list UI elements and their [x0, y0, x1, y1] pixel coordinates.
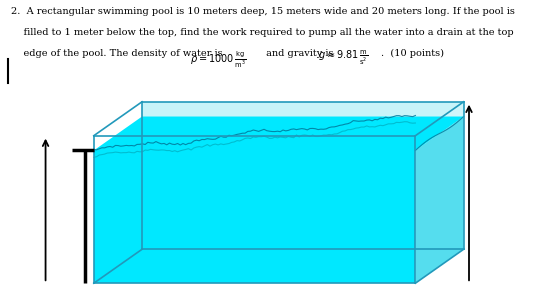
Text: $g \approx 9.81\,\frac{\mathrm{m}}{\mathrm{s}^2}$: $g \approx 9.81\,\frac{\mathrm{m}}{\math… — [318, 49, 368, 67]
Text: filled to 1 meter below the top, find the work required to pump all the water in: filled to 1 meter below the top, find th… — [11, 28, 513, 37]
Polygon shape — [415, 117, 464, 283]
Polygon shape — [142, 102, 464, 249]
Polygon shape — [94, 117, 464, 150]
Polygon shape — [94, 150, 415, 283]
Text: and gravity is: and gravity is — [263, 49, 336, 58]
Polygon shape — [415, 102, 464, 283]
Text: 2.  A rectangular swimming pool is 10 meters deep, 15 meters wide and 20 meters : 2. A rectangular swimming pool is 10 met… — [11, 7, 515, 17]
Text: $\rho = 1000\,\frac{\mathrm{kg}}{\mathrm{m}^3}$: $\rho = 1000\,\frac{\mathrm{kg}}{\mathrm… — [190, 49, 247, 70]
Text: edge of the pool. The density of water is: edge of the pool. The density of water i… — [11, 49, 226, 58]
Text: .  (10 points): . (10 points) — [381, 49, 444, 58]
